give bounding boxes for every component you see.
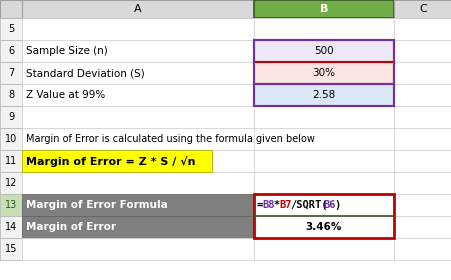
Bar xyxy=(0,0,22,18)
Bar xyxy=(253,84,393,106)
Bar xyxy=(253,150,393,172)
Bar xyxy=(0,150,22,172)
Bar xyxy=(393,18,451,40)
Text: Margin of Error: Margin of Error xyxy=(26,222,116,232)
Text: 6: 6 xyxy=(8,46,14,56)
Text: 30%: 30% xyxy=(312,68,335,78)
Text: 8: 8 xyxy=(8,90,14,100)
Text: C: C xyxy=(418,4,426,14)
Bar xyxy=(253,62,393,84)
Bar xyxy=(22,216,253,238)
Text: 2.58: 2.58 xyxy=(312,90,335,100)
Bar xyxy=(253,128,393,150)
Text: 5: 5 xyxy=(8,24,14,34)
Bar xyxy=(0,62,22,84)
Bar xyxy=(253,40,393,106)
Text: Margin of Error = Z * S / √n: Margin of Error = Z * S / √n xyxy=(26,155,195,167)
Text: /SQRT(: /SQRT( xyxy=(290,200,327,210)
Bar xyxy=(253,194,393,216)
Bar xyxy=(22,194,253,216)
Bar xyxy=(22,18,253,40)
Text: 15: 15 xyxy=(5,244,17,254)
Bar xyxy=(22,172,253,194)
Bar xyxy=(0,172,22,194)
Bar xyxy=(22,0,253,18)
Bar xyxy=(0,128,22,150)
Bar xyxy=(22,238,253,260)
Bar xyxy=(0,194,22,216)
Text: 500: 500 xyxy=(313,46,333,56)
Bar xyxy=(393,0,451,18)
Text: 10: 10 xyxy=(5,134,17,144)
Bar xyxy=(0,40,22,62)
Text: Standard Deviation (S): Standard Deviation (S) xyxy=(26,68,144,78)
Bar xyxy=(0,216,22,238)
Bar xyxy=(393,238,451,260)
Text: 12: 12 xyxy=(5,178,17,188)
Bar xyxy=(393,40,451,62)
Bar xyxy=(22,128,253,150)
Text: 9: 9 xyxy=(8,112,14,122)
Text: Margin of Error Formula: Margin of Error Formula xyxy=(26,200,167,210)
Bar xyxy=(0,238,22,260)
Bar xyxy=(393,172,451,194)
Bar xyxy=(393,194,451,216)
Bar xyxy=(22,150,253,172)
Bar xyxy=(253,172,393,194)
Text: ): ) xyxy=(333,200,340,210)
Bar xyxy=(22,40,253,62)
Bar xyxy=(253,62,393,84)
Bar xyxy=(22,150,212,172)
Bar xyxy=(22,62,253,84)
Bar xyxy=(253,18,393,40)
Bar xyxy=(253,40,393,62)
Bar xyxy=(253,194,393,238)
Text: 7: 7 xyxy=(8,68,14,78)
Text: Sample Size (n): Sample Size (n) xyxy=(26,46,107,56)
Bar xyxy=(393,84,451,106)
Bar xyxy=(0,84,22,106)
Text: A: A xyxy=(134,4,142,14)
Text: B: B xyxy=(319,4,327,14)
Text: 14: 14 xyxy=(5,222,17,232)
Text: 11: 11 xyxy=(5,156,17,166)
Bar xyxy=(393,128,451,150)
Text: 3.46%: 3.46% xyxy=(305,222,341,232)
Bar xyxy=(253,40,393,62)
Text: B8: B8 xyxy=(262,200,274,210)
Bar xyxy=(253,238,393,260)
Bar xyxy=(0,106,22,128)
Bar xyxy=(253,0,393,18)
Bar xyxy=(0,18,22,40)
Bar xyxy=(393,216,451,238)
Text: Z Value at 99%: Z Value at 99% xyxy=(26,90,105,100)
Text: =: = xyxy=(257,200,262,210)
Text: B6: B6 xyxy=(322,200,335,210)
Bar xyxy=(253,216,393,238)
Bar xyxy=(393,106,451,128)
Text: 13: 13 xyxy=(5,200,17,210)
Bar xyxy=(393,150,451,172)
Bar xyxy=(393,62,451,84)
Text: Margin of Error is calculated using the formula given below: Margin of Error is calculated using the … xyxy=(26,134,314,144)
Bar xyxy=(22,106,253,128)
Text: B7: B7 xyxy=(278,200,291,210)
Bar xyxy=(22,84,253,106)
Text: *: * xyxy=(273,200,279,210)
Bar xyxy=(253,84,393,106)
Bar xyxy=(253,106,393,128)
